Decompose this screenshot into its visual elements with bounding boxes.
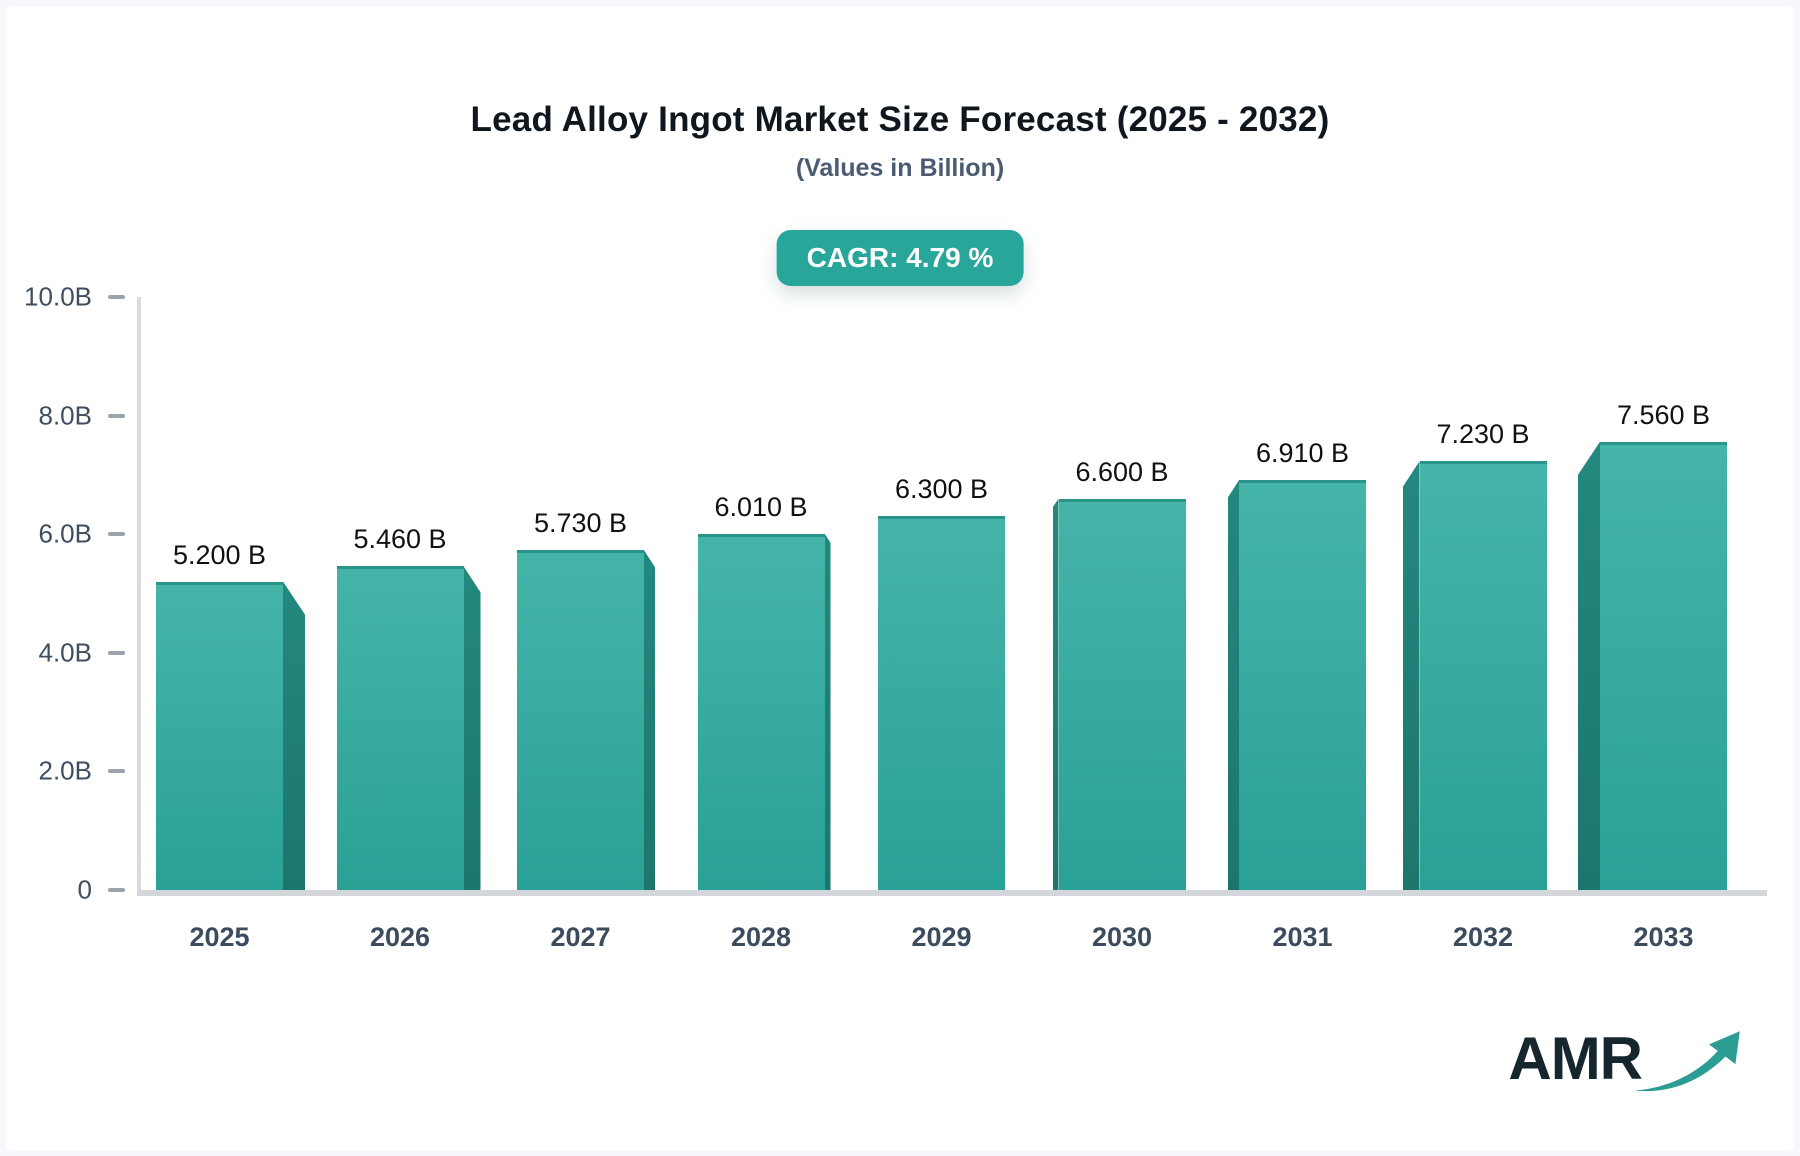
- bar-2026: [336, 566, 464, 890]
- x-axis-baseline: [137, 890, 1767, 896]
- x-axis-category-label: 2031: [1272, 922, 1333, 952]
- x-axis-category-label: 2025: [189, 922, 250, 952]
- growth-arrow-icon: [1634, 1031, 1740, 1092]
- cagr-badge: CAGR: 4.79 %: [776, 230, 1024, 286]
- bar-2029: [878, 516, 1005, 890]
- x-axis-category-label: 2032: [1452, 922, 1514, 952]
- bar-value-label: 6.300 B: [894, 474, 989, 505]
- x-axis-category-label: 2029: [911, 922, 972, 952]
- amr-logo: AMR: [1508, 1020, 1742, 1098]
- y-axis-tick-label: 2.0B: [38, 755, 93, 786]
- bar-value-label: 7.230 B: [1436, 419, 1530, 450]
- chart-card: Lead Alloy Ingot Market Size Forecast (2…: [6, 6, 1794, 1150]
- bar-2031: [1239, 480, 1366, 890]
- x-axis-category-label: 2026: [369, 922, 431, 952]
- x-axis-category-label: 2033: [1633, 922, 1694, 952]
- bar-2028: [697, 533, 825, 890]
- y-axis-tick-mark: [108, 532, 125, 537]
- y-axis-tick-mark: [108, 650, 125, 655]
- y-axis-line: [137, 297, 141, 891]
- bar-2030: [1058, 498, 1186, 890]
- y-axis-tick-mark: [108, 769, 125, 774]
- bar-side-shadow: [463, 566, 481, 890]
- bar-2027: [517, 550, 644, 890]
- bar-side-shadow: [1052, 498, 1059, 890]
- bar-2025: [156, 581, 283, 890]
- chart-title: Lead Alloy Ingot Market Size Forecast (2…: [470, 100, 1330, 139]
- bar-side-shadow: [824, 533, 831, 890]
- chart-subtitle: (Values in Billion): [795, 154, 1005, 182]
- bar-2032: [1419, 461, 1547, 890]
- amr-logo-text: AMR: [1508, 1025, 1643, 1092]
- x-axis-category-label: 2028: [730, 922, 792, 952]
- bar-2033: [1600, 441, 1727, 890]
- bar-side-shadow: [644, 550, 655, 890]
- bar-side-shadow: [283, 581, 305, 890]
- y-axis-tick-label: 4.0B: [38, 637, 93, 668]
- bar-side-shadow: [1228, 480, 1239, 890]
- bar-side-shadow: [1402, 461, 1420, 890]
- bar-chart-plot: 10.0B 8.0B 6.0B 4.0B 2.0B 0 5.200 B 2025 5.460 B…: [6, 6, 1794, 1150]
- x-axis-category-label: 2030: [1091, 922, 1153, 952]
- bar-value-label: 7.560 B: [1616, 399, 1711, 430]
- bar-value-label: 6.600 B: [1075, 456, 1169, 487]
- bar-value-label: 6.010 B: [714, 491, 808, 522]
- bar-value-label: 5.200 B: [172, 539, 267, 570]
- y-axis-tick-label: 6.0B: [38, 518, 93, 549]
- y-axis-tick-label: 0: [77, 874, 92, 905]
- y-axis-tick-mark: [108, 295, 125, 299]
- y-axis-tick-mark: [108, 888, 125, 892]
- bar-value-label: 6.910 B: [1255, 438, 1350, 469]
- y-axis-tick-label: 8.0B: [38, 400, 93, 431]
- bar-value-label: 5.460 B: [353, 524, 447, 555]
- y-axis-tick-label: 10.0B: [24, 281, 92, 312]
- bar-side-shadow: [1578, 441, 1600, 890]
- x-axis-category-label: 2027: [550, 922, 611, 952]
- bar-value-label: 5.730 B: [533, 508, 628, 539]
- y-axis-tick-mark: [108, 413, 125, 418]
